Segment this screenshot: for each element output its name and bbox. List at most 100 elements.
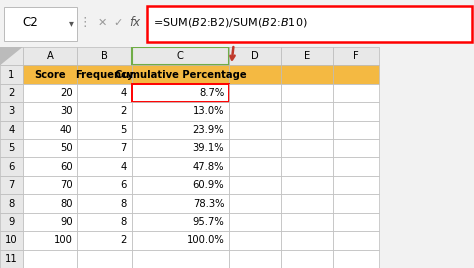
Bar xyxy=(132,102,229,121)
Bar xyxy=(0,102,23,121)
Bar xyxy=(333,231,379,250)
Text: ▾: ▾ xyxy=(69,18,73,28)
Bar xyxy=(147,6,472,42)
Text: 8.7%: 8.7% xyxy=(199,88,224,98)
Bar xyxy=(23,250,77,268)
Bar xyxy=(23,213,77,231)
Bar xyxy=(0,121,23,139)
Bar xyxy=(0,213,23,231)
Bar xyxy=(132,157,229,176)
Text: 50: 50 xyxy=(60,143,73,153)
Bar xyxy=(333,47,379,65)
Bar xyxy=(281,47,333,65)
Bar xyxy=(23,176,77,194)
Bar xyxy=(0,250,23,268)
Bar xyxy=(77,250,132,268)
Bar xyxy=(229,213,281,231)
Bar xyxy=(229,65,281,84)
Bar xyxy=(0,84,23,102)
Bar xyxy=(229,121,281,139)
Bar xyxy=(229,47,281,65)
Bar xyxy=(77,194,132,213)
Bar xyxy=(229,102,281,121)
Bar xyxy=(132,176,229,194)
Text: ✕: ✕ xyxy=(97,17,107,28)
Bar xyxy=(333,102,379,121)
Bar xyxy=(77,102,132,121)
Text: 5: 5 xyxy=(121,125,127,135)
Text: Cumulative Percentage: Cumulative Percentage xyxy=(115,69,246,80)
Bar xyxy=(281,84,333,102)
Bar xyxy=(229,139,281,158)
Bar xyxy=(132,47,229,65)
Bar xyxy=(77,139,132,158)
Bar xyxy=(281,157,333,176)
Bar xyxy=(229,157,281,176)
Bar xyxy=(23,139,77,158)
Text: 95.7%: 95.7% xyxy=(192,217,224,227)
Text: D: D xyxy=(251,51,259,61)
Bar xyxy=(23,121,77,139)
Text: 100: 100 xyxy=(54,235,73,245)
Text: 70: 70 xyxy=(60,180,73,190)
Bar xyxy=(229,231,281,250)
Bar xyxy=(281,176,333,194)
Bar xyxy=(77,65,132,84)
Bar xyxy=(333,250,379,268)
Text: F: F xyxy=(353,51,359,61)
Text: 1: 1 xyxy=(8,69,15,80)
Text: 2: 2 xyxy=(121,235,127,245)
Text: 20: 20 xyxy=(60,88,73,98)
Bar xyxy=(132,139,229,158)
Text: 13.0%: 13.0% xyxy=(193,106,224,116)
Bar xyxy=(77,47,132,65)
Text: 90: 90 xyxy=(60,217,73,227)
Bar xyxy=(132,65,229,84)
Bar xyxy=(23,84,77,102)
Bar xyxy=(132,231,229,250)
Text: 8: 8 xyxy=(121,217,127,227)
Bar xyxy=(281,121,333,139)
Text: 6: 6 xyxy=(8,162,15,172)
Polygon shape xyxy=(0,47,23,65)
Bar xyxy=(281,213,333,231)
Text: C: C xyxy=(177,51,184,61)
Bar xyxy=(23,157,77,176)
Bar xyxy=(0,176,23,194)
Bar xyxy=(132,213,229,231)
Text: 60.9%: 60.9% xyxy=(192,180,224,190)
Bar xyxy=(229,250,281,268)
Text: 78.3%: 78.3% xyxy=(193,199,224,209)
Text: 5: 5 xyxy=(8,143,15,153)
Text: 100.0%: 100.0% xyxy=(186,235,224,245)
Bar xyxy=(229,176,281,194)
Text: 10: 10 xyxy=(5,235,18,245)
Bar xyxy=(23,231,77,250)
Text: 11: 11 xyxy=(5,254,18,264)
Text: 60: 60 xyxy=(60,162,73,172)
Text: 80: 80 xyxy=(60,199,73,209)
Bar xyxy=(333,194,379,213)
Bar xyxy=(281,65,333,84)
Text: 4: 4 xyxy=(121,162,127,172)
Bar xyxy=(333,213,379,231)
Bar xyxy=(132,194,229,213)
Bar xyxy=(77,213,132,231)
Bar xyxy=(333,121,379,139)
Text: ✓: ✓ xyxy=(113,17,122,28)
Bar xyxy=(281,139,333,158)
Bar xyxy=(333,84,379,102)
Bar xyxy=(333,65,379,84)
Text: 30: 30 xyxy=(60,106,73,116)
Bar xyxy=(333,176,379,194)
Text: 39.1%: 39.1% xyxy=(192,143,224,153)
Text: C2: C2 xyxy=(23,16,38,29)
Text: ⋮: ⋮ xyxy=(78,16,91,29)
Text: 23.9%: 23.9% xyxy=(192,125,224,135)
Bar xyxy=(132,84,229,102)
Bar xyxy=(0,194,23,213)
Text: 7: 7 xyxy=(121,143,127,153)
Bar xyxy=(4,6,77,41)
Bar xyxy=(132,250,229,268)
Text: B: B xyxy=(101,51,108,61)
